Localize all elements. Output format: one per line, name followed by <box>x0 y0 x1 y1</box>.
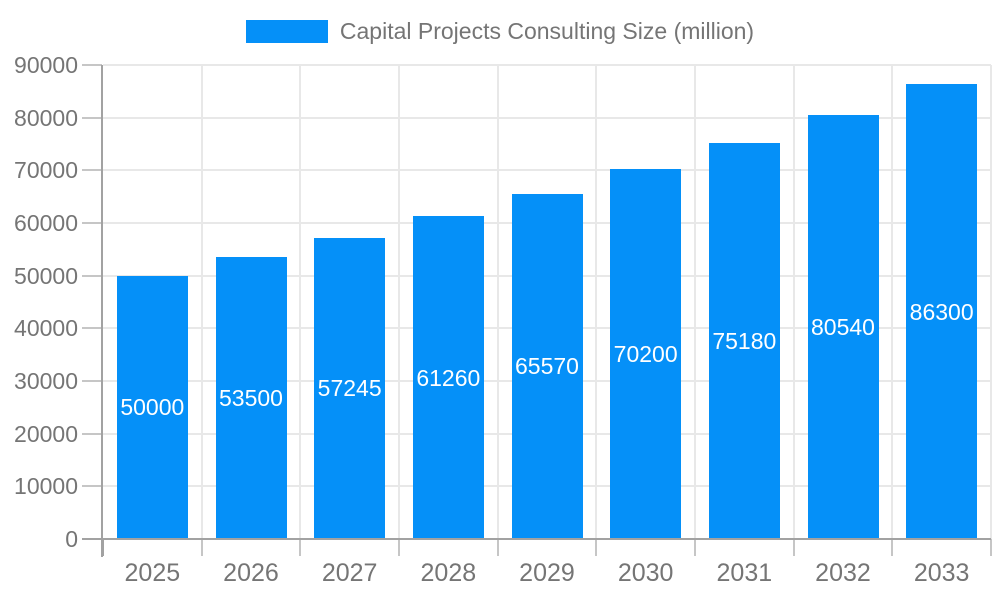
y-gridline <box>103 64 991 66</box>
x-tick <box>102 539 104 556</box>
y-axis-tick-label: 60000 <box>14 210 78 236</box>
x-axis-tick-label: 2028 <box>420 559 477 587</box>
x-tick <box>891 539 894 556</box>
x-axis-tick-label: 2031 <box>716 559 773 587</box>
y-axis-tick-label: 70000 <box>14 157 78 184</box>
y-tick <box>82 380 102 382</box>
bar[interactable] <box>412 216 484 539</box>
y-tick <box>82 169 102 172</box>
x-gridline <box>990 65 992 539</box>
y-tick <box>82 485 102 488</box>
bar-value-label: 50000 <box>120 394 185 421</box>
x-tick <box>990 539 992 556</box>
bar[interactable] <box>610 169 682 539</box>
x-gridline <box>299 65 302 539</box>
x-gridline <box>200 65 203 539</box>
bar-value-label: 65570 <box>515 353 579 380</box>
x-gridline <box>496 65 499 539</box>
y-tick <box>82 538 102 540</box>
x-gridline <box>694 65 696 539</box>
x-axis-tick-label: 2029 <box>519 559 575 587</box>
y-axis-tick-label: 90000 <box>14 52 78 78</box>
y-tick <box>82 274 102 277</box>
x-axis-tick-label: 2032 <box>815 559 871 587</box>
bar[interactable] <box>906 84 978 539</box>
x-gridline <box>595 65 598 539</box>
y-axis-tick-label: 10000 <box>14 473 78 500</box>
y-tick <box>82 327 102 330</box>
legend-label: Capital Projects Consulting Size (millio… <box>339 18 755 44</box>
y-tick <box>82 116 102 119</box>
bar[interactable] <box>116 275 188 539</box>
x-axis-tick-label: 2030 <box>617 559 674 587</box>
y-tick <box>82 64 102 66</box>
chart-legend[interactable]: Capital Projects Consulting Size (millio… <box>0 17 1000 45</box>
x-gridline <box>792 65 795 539</box>
x-axis-line <box>103 538 991 540</box>
x-gridline <box>891 65 894 539</box>
x-tick <box>299 539 302 556</box>
x-gridline <box>398 65 400 539</box>
bar[interactable] <box>511 193 583 539</box>
x-tick <box>398 539 400 556</box>
bar-value-label: 80540 <box>811 313 875 340</box>
x-tick <box>200 539 203 556</box>
bar[interactable] <box>215 257 287 539</box>
bar-value-label: 53500 <box>219 385 283 412</box>
x-tick <box>595 539 598 556</box>
y-tick <box>82 222 102 224</box>
bar[interactable] <box>708 143 780 539</box>
y-gridline <box>103 169 991 172</box>
y-gridline <box>103 116 991 119</box>
y-axis-tick-label: 0 <box>65 526 78 552</box>
x-tick <box>694 539 696 556</box>
bar-value-label: 70200 <box>613 341 678 368</box>
bar-value-label: 61260 <box>416 364 481 391</box>
y-axis-tick-label: 40000 <box>14 315 78 342</box>
y-axis-tick-label: 20000 <box>14 420 78 447</box>
x-axis-tick-label: 2025 <box>124 559 181 587</box>
x-tick <box>792 539 795 556</box>
x-axis-tick-label: 2027 <box>321 559 378 587</box>
x-axis-tick-label: 2026 <box>223 559 279 587</box>
bar-value-label: 75180 <box>712 328 777 355</box>
y-axis-line <box>101 65 103 557</box>
bar[interactable] <box>314 237 386 539</box>
y-axis-tick-label: 30000 <box>14 368 78 394</box>
y-axis-tick-label: 50000 <box>14 262 78 289</box>
legend-swatch <box>245 19 328 43</box>
bar[interactable] <box>807 114 879 539</box>
bar-value-label: 86300 <box>909 298 974 325</box>
x-tick <box>496 539 499 556</box>
x-axis-tick-label: 2033 <box>913 559 970 587</box>
y-tick <box>82 432 102 435</box>
bar-value-label: 57245 <box>317 375 382 402</box>
y-axis-tick-label: 80000 <box>14 104 78 131</box>
